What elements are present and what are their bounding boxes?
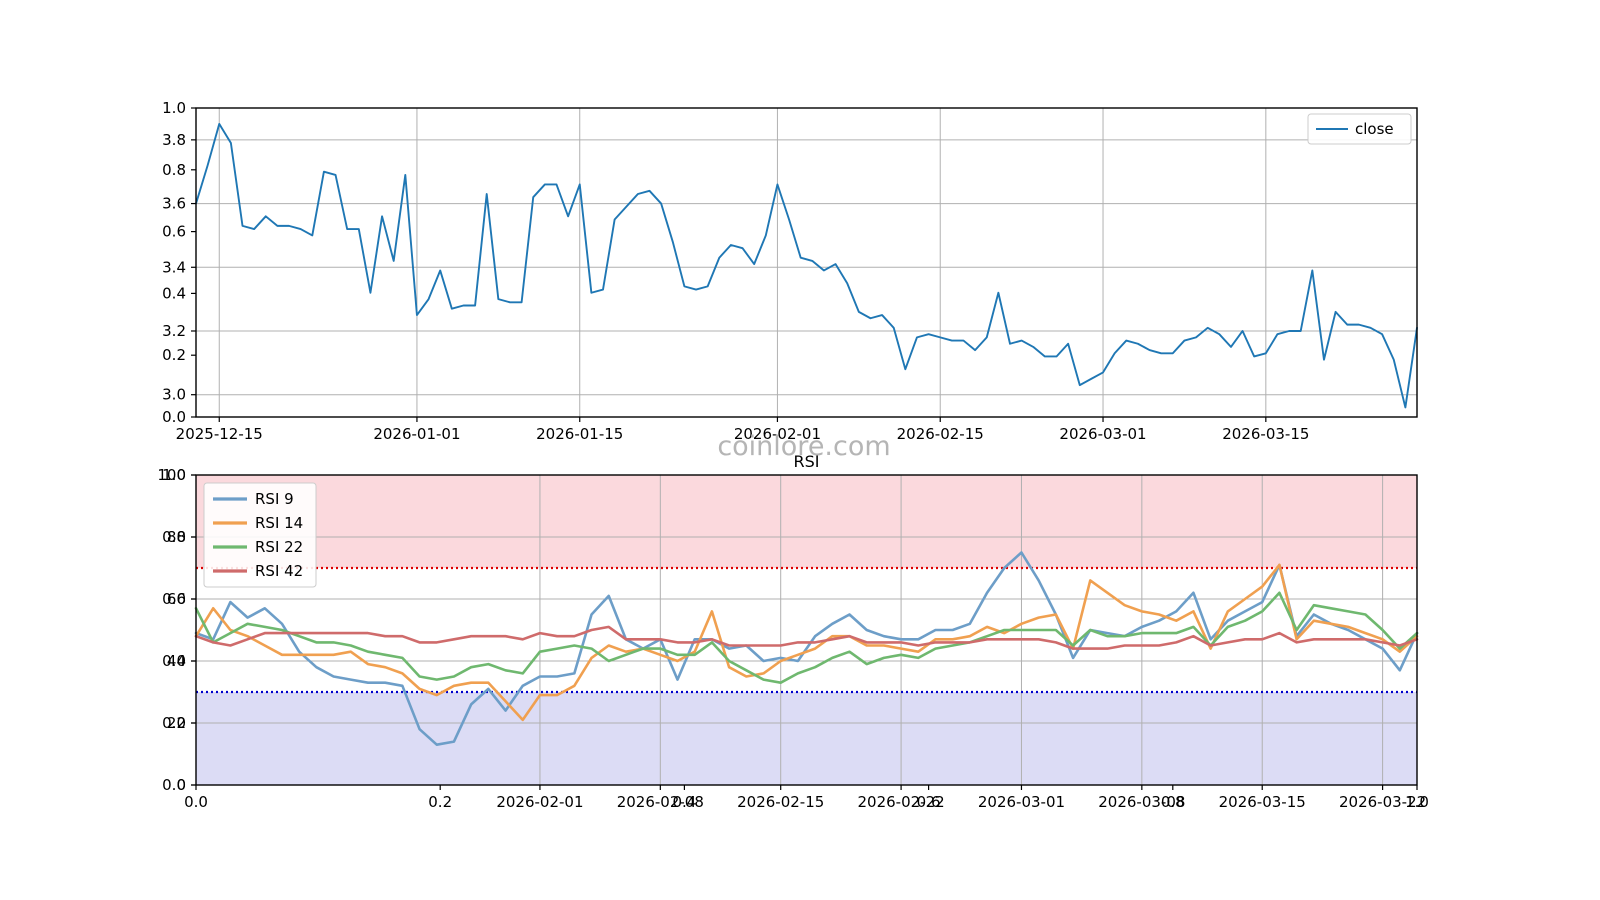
rsi-axis-spines: [195, 474, 1418, 786]
price-series-group: [195, 122, 1418, 409]
rsi-series-group: [194, 551, 1419, 747]
rsi-y-ghost-tick-label: 0.0: [162, 776, 186, 794]
rsi-x-ghost-tick-label: 0.8: [1161, 793, 1185, 811]
rsi-y-tick-label: 0: [176, 776, 186, 794]
price-legend[interactable]: close: [1307, 113, 1412, 145]
rsi-y-ghost-tick-label: 0.2: [162, 714, 186, 732]
rsi-y-tick-label: 20: [167, 714, 186, 732]
price-y-ghost-tick-label: 0.6: [162, 223, 186, 241]
rsi-panel: 0 20 40 60 80 100 0.0 0.2 0.4 0.6 0.8 1.0 2026-02-…: [157, 452, 1429, 811]
price-axes-frame: [195, 107, 1418, 418]
price-y-ghost-tick-label: 0.4: [162, 284, 186, 302]
price-plot-area: [196, 108, 1417, 417]
price-x-tick-label: 2026-03-15: [1222, 425, 1309, 443]
legend-label-close: close: [1355, 120, 1394, 138]
rsi-x-tick-label: 2026-02-15: [737, 793, 824, 811]
rsi-y-ghost-tick-label: 1.0: [162, 466, 186, 484]
rsi-series-line: [194, 591, 1419, 685]
price-y-ghost-tick-label: 0.0: [162, 408, 186, 426]
rsi-y-tick-label: 80: [167, 528, 186, 546]
price-panel: 3.0 3.2 3.4 3.6 3.8 0.0 0.2 0.4 0.6 0.8 1.0 2025-…: [162, 99, 1418, 443]
rsi-x-tick-label: 2026-02-08: [617, 793, 704, 811]
price-y-tick-label: 3.6: [162, 195, 186, 213]
rsi-y-axis-labels: 0 20 40 60 80 100: [157, 466, 196, 794]
rsi-threshold-lines: [196, 566, 1417, 694]
price-legend-box: [1307, 113, 1412, 145]
rsi-y-ghost-tick-label: 0.4: [162, 652, 186, 670]
rsi-legend-label: RSI 22: [255, 538, 303, 556]
rsi-legend[interactable]: RSI 9 RSI 14 RSI 22 RSI 42: [203, 482, 317, 588]
price-y-ghost-tick-label: 1.0: [162, 99, 186, 117]
price-x-tick-label: 2025-12-15: [176, 425, 263, 443]
price-y-tick-label: 3.2: [162, 322, 186, 340]
price-x-tick-label: 2026-02-15: [897, 425, 984, 443]
rsi-y-ghost-tick-label: 0.6: [162, 590, 186, 608]
price-y-ghost-tick-label: 0.8: [162, 161, 186, 179]
rsi-x-ghost-tick-label: 0.0: [184, 793, 208, 811]
price-axis-spines: [195, 107, 1418, 418]
rsi-y-axis-ghost-labels: 0.0 0.2 0.4 0.6 0.8 1.0: [162, 466, 196, 794]
rsi-x-ghost-tick-label: 0.4: [672, 793, 696, 811]
rsi-x-tick-label: 2026-03-08: [1098, 793, 1185, 811]
price-x-tick-label: 2026-02-01: [734, 425, 821, 443]
rsi-threshold-band: [196, 475, 1417, 568]
rsi-axes-frame: [195, 474, 1418, 786]
rsi-legend-label: RSI 42: [255, 562, 303, 580]
rsi-x-tick-label: 2026-03-01: [978, 793, 1065, 811]
rsi-y-tick-label: 100: [157, 466, 186, 484]
price-y-tick-label: 3.8: [162, 131, 186, 149]
price-x-tick-label: 2026-01-01: [373, 425, 460, 443]
rsi-series-line: [194, 625, 1419, 650]
rsi-x-tick-label: 2026-03-15: [1219, 793, 1306, 811]
rsi-x-ghost-tick-label: 1.0: [1405, 793, 1429, 811]
price-gridlines: [196, 108, 1417, 417]
rsi-threshold-band: [196, 692, 1417, 785]
rsi-legend-label: RSI 9: [255, 490, 294, 508]
rsi-y-tick-label: 60: [167, 590, 186, 608]
rsi-x-tick-label: 2026-02-01: [496, 793, 583, 811]
coinlore-watermark: coinlore.com: [717, 431, 890, 462]
price-y-axis-ghost-labels: 0.0 0.2 0.4 0.6 0.8 1.0: [162, 99, 196, 426]
rsi-title: RSI: [794, 452, 820, 471]
rsi-threshold-bands: [196, 475, 1417, 785]
rsi-x-tick-label: 2026-03-22: [1339, 793, 1426, 811]
rsi-x-ghost-tick-label: 0.2: [428, 793, 452, 811]
rsi-y-tick-label: 40: [167, 652, 186, 670]
price-x-axis-labels: 2025-12-15 2026-01-01 2026-01-15 2026-02-01…: [176, 417, 1309, 443]
rsi-x-tick-label: 2026-02-22: [857, 793, 944, 811]
price-x-tick-label: 2026-01-15: [536, 425, 623, 443]
rsi-legend-box: [203, 482, 317, 588]
rsi-y-ghost-tick-label: 0.8: [162, 528, 186, 546]
rsi-series-line: [194, 551, 1419, 747]
price-y-tick-label: 3.4: [162, 258, 186, 276]
price-y-axis-labels: 3.0 3.2 3.4 3.6 3.8: [162, 131, 196, 404]
rsi-x-axis-labels: 2026-02-01 2026-02-08 2026-02-15 2026-02-22…: [496, 785, 1426, 811]
price-close-line: [195, 122, 1418, 409]
price-y-tick-label: 3.0: [162, 386, 186, 404]
rsi-x-ghost-tick-label: 0.6: [917, 793, 941, 811]
rsi-legend-label: RSI 14: [255, 514, 303, 532]
rsi-x-axis-ghost-labels: 0.0 0.2 0.4 0.6 0.8 1.0: [184, 785, 1429, 811]
price-y-ghost-tick-label: 0.2: [162, 346, 186, 364]
price-x-tick-label: 2026-03-01: [1059, 425, 1146, 443]
